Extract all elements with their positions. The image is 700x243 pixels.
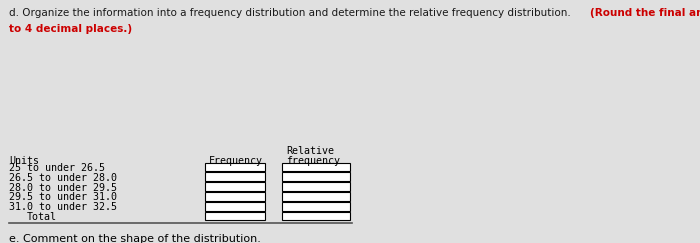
Text: 29.5 to under 31.0: 29.5 to under 31.0 <box>9 192 117 202</box>
Text: d. Organize the information into a frequency distribution and determine the rela: d. Organize the information into a frequ… <box>9 8 574 18</box>
FancyBboxPatch shape <box>282 192 350 201</box>
Text: frequency: frequency <box>286 156 340 165</box>
FancyBboxPatch shape <box>205 182 265 191</box>
FancyBboxPatch shape <box>282 172 350 181</box>
FancyBboxPatch shape <box>205 172 265 181</box>
Text: 26.5 to under 28.0: 26.5 to under 28.0 <box>9 173 117 183</box>
Text: Relative: Relative <box>286 146 334 156</box>
Text: Units: Units <box>9 156 39 165</box>
Text: e. Comment on the shape of the distribution.: e. Comment on the shape of the distribut… <box>9 234 261 243</box>
FancyBboxPatch shape <box>205 212 265 220</box>
FancyBboxPatch shape <box>205 202 265 211</box>
Text: to 4 decimal places.): to 4 decimal places.) <box>9 24 132 34</box>
Text: Total: Total <box>27 212 57 222</box>
FancyBboxPatch shape <box>205 163 265 171</box>
Text: 25 to under 26.5: 25 to under 26.5 <box>9 163 105 173</box>
FancyBboxPatch shape <box>282 212 350 220</box>
Text: (Round the final answers: (Round the final answers <box>590 8 700 18</box>
FancyBboxPatch shape <box>205 192 265 201</box>
FancyBboxPatch shape <box>282 182 350 191</box>
FancyBboxPatch shape <box>282 202 350 211</box>
Text: 31.0 to under 32.5: 31.0 to under 32.5 <box>9 202 117 212</box>
FancyBboxPatch shape <box>282 163 350 171</box>
Text: 28.0 to under 29.5: 28.0 to under 29.5 <box>9 182 117 193</box>
Text: Frequency: Frequency <box>209 156 263 165</box>
